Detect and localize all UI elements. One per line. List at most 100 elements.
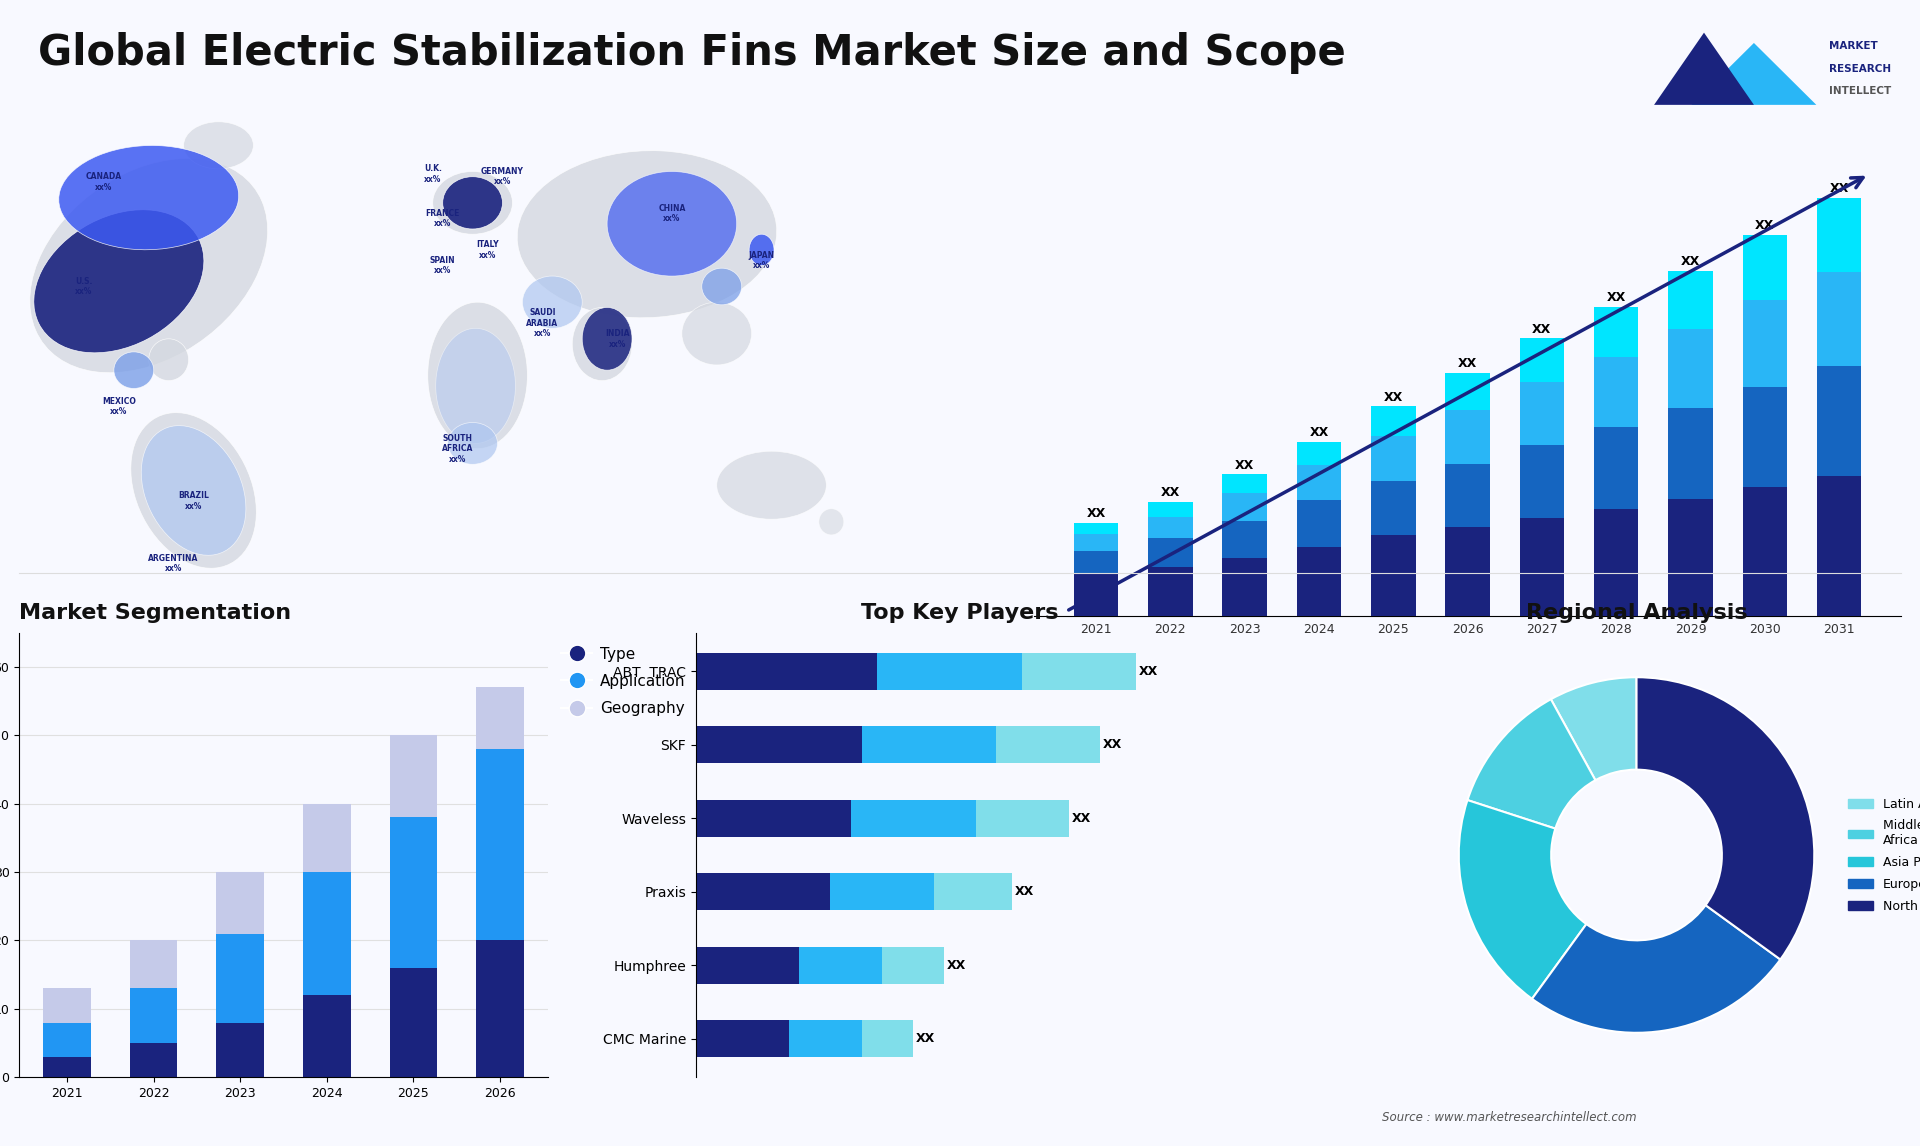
Wedge shape [1467,699,1596,829]
Text: U.S.
xx%: U.S. xx% [75,277,92,296]
Bar [996,727,1100,763]
Bar [390,968,438,1077]
Bar [1594,509,1638,615]
Text: XX: XX [1830,182,1849,195]
Text: INDIA
xx%: INDIA xx% [605,329,630,348]
Bar [303,803,351,872]
Bar [1519,338,1565,382]
Bar [1296,441,1342,465]
Legend: Type, Application, Geography: Type, Application, Geography [555,641,691,722]
Text: CANADA
xx%: CANADA xx% [86,172,123,191]
Bar [1743,300,1788,386]
Text: GERMANY
xx%: GERMANY xx% [482,167,524,187]
Bar [1519,382,1565,446]
Bar [1073,551,1117,574]
Bar [935,873,1012,910]
Text: XX: XX [1087,507,1106,520]
Text: JAPAN
xx%: JAPAN xx% [749,251,774,270]
Bar [44,1057,90,1077]
Bar [1371,481,1415,535]
Ellipse shape [703,268,741,305]
Bar [1446,372,1490,410]
Bar [789,1020,862,1057]
Bar [1223,474,1267,493]
Bar [1816,272,1860,367]
Text: XX: XX [947,959,966,972]
Bar [799,947,883,983]
Bar [476,941,524,1077]
Wedge shape [1459,800,1586,999]
Text: XX: XX [1071,811,1091,825]
Bar [1148,502,1192,517]
Text: XX: XX [1607,291,1626,304]
Bar [883,947,945,983]
Wedge shape [1636,677,1814,959]
Text: XX: XX [1309,426,1329,439]
Ellipse shape [682,303,751,364]
Text: SOUTH
AFRICA
xx%: SOUTH AFRICA xx% [442,433,474,463]
Polygon shape [1692,42,1816,104]
Text: MARKET: MARKET [1828,41,1878,52]
Bar [131,988,177,1043]
Bar [1148,567,1192,615]
Ellipse shape [447,423,497,464]
Bar [1446,410,1490,464]
Bar [695,873,831,910]
Ellipse shape [131,413,257,568]
Ellipse shape [582,307,632,370]
Ellipse shape [35,210,204,353]
Bar [1519,446,1565,518]
Ellipse shape [436,329,515,444]
Text: CHINA
xx%: CHINA xx% [659,204,685,223]
Bar [1223,521,1267,558]
Bar [131,941,177,988]
Text: MEXICO
xx%: MEXICO xx% [102,397,136,416]
Ellipse shape [113,352,154,388]
Bar [44,1022,90,1057]
Text: XX: XX [1384,391,1404,403]
Bar [476,688,524,749]
Ellipse shape [428,303,528,448]
Bar [1668,329,1713,408]
Bar [975,800,1069,837]
Polygon shape [1653,33,1755,104]
Bar [1743,487,1788,615]
Ellipse shape [572,307,632,380]
Bar [303,872,351,995]
Bar [695,727,862,763]
Bar [390,817,438,968]
Bar [1223,558,1267,615]
Text: XX: XX [1532,322,1551,336]
Bar [44,988,90,1022]
Text: XX: XX [1235,458,1254,471]
Bar [862,727,996,763]
Text: Market Segmentation: Market Segmentation [19,603,292,623]
Text: RESEARCH: RESEARCH [1828,64,1891,73]
Bar [1371,407,1415,437]
Bar [1743,386,1788,487]
Ellipse shape [432,172,513,234]
Text: U.K.
xx%: U.K. xx% [424,164,442,183]
Bar [851,800,975,837]
Bar [695,947,799,983]
Bar [1296,501,1342,547]
Wedge shape [1551,677,1636,780]
Bar [1668,500,1713,615]
Wedge shape [1532,905,1780,1033]
Bar [476,749,524,941]
Text: XX: XX [1139,665,1158,677]
Bar [1073,574,1117,615]
Bar [217,1022,263,1077]
Text: XX: XX [1680,256,1699,268]
Bar [1223,493,1267,521]
Bar [1446,464,1490,527]
Ellipse shape [516,150,778,317]
Text: XX: XX [1102,738,1121,752]
Bar [862,1020,914,1057]
Bar [695,1020,789,1057]
Text: XX: XX [1457,356,1476,370]
Text: SAUDI
ARABIA
xx%: SAUDI ARABIA xx% [526,308,559,338]
Text: XX: XX [1162,487,1181,500]
Bar [1371,535,1415,615]
Legend: Latin America, Middle East &
Africa, Asia Pacific, Europe, North America: Latin America, Middle East & Africa, Asi… [1843,793,1920,918]
